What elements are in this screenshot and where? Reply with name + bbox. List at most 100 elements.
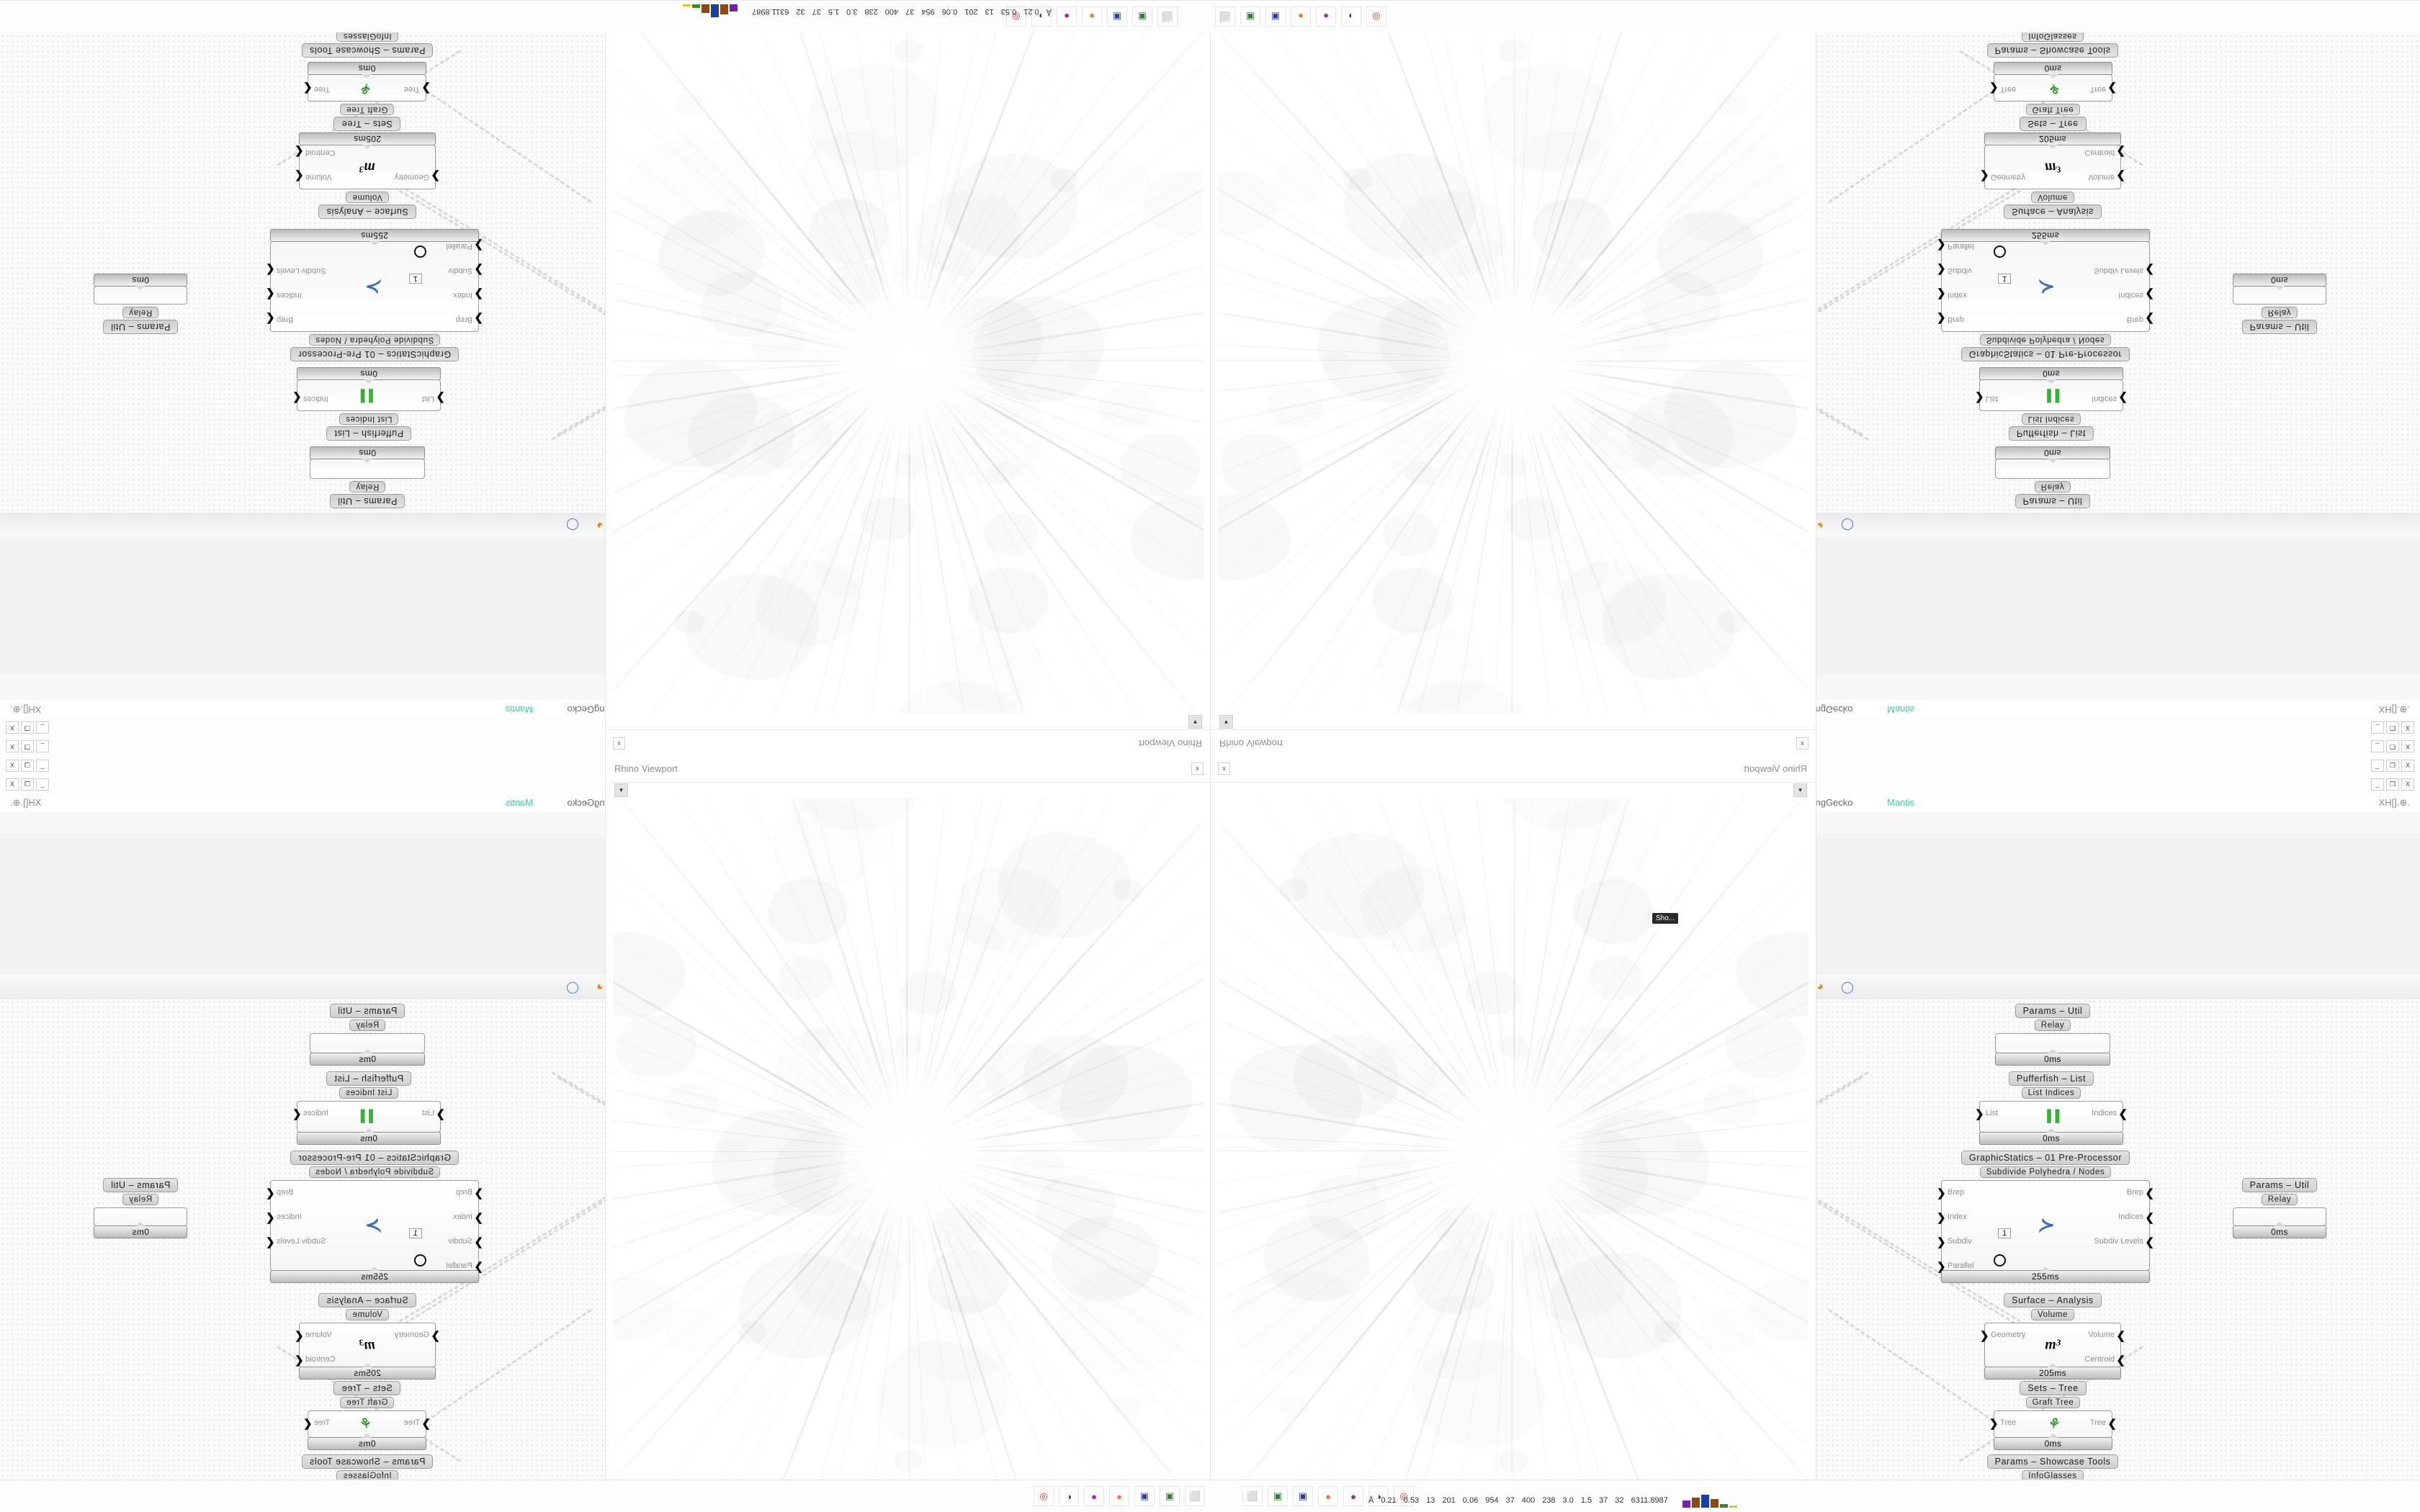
node-input-geometry[interactable]: Geometry (1991, 173, 2026, 181)
node-parallel-toggle[interactable] (1994, 246, 2006, 258)
node-output-indices[interactable]: Indices (277, 291, 302, 300)
node-body[interactable]: Geometry ❯ Volume ❮ Centroid ❮ m³ (1980, 145, 2125, 189)
node-body[interactable]: Tree ❯ Tree ❮ ⚘ (1989, 1410, 2117, 1438)
window-controls-background[interactable]: _ ❐ X (6, 740, 49, 752)
maximize-button-2[interactable]: ❐ (2386, 778, 2399, 791)
node-input-index[interactable]: Index (453, 291, 472, 300)
input-connector-icon[interactable]: ❯ (421, 1418, 431, 1430)
output-connector-icon[interactable]: ❮ (266, 312, 275, 325)
input-connector-icon[interactable]: ❯ (474, 264, 483, 276)
node-input-tree[interactable]: Tree (403, 85, 420, 94)
node-input-list[interactable]: List (421, 1109, 434, 1117)
canvas-tool-bake-orange[interactable]: ◕ (1811, 978, 1829, 996)
window-controls[interactable]: _ ❐ X (2371, 721, 2414, 734)
taskbar-icon-floppy-green[interactable]: ▣ (1268, 1486, 1288, 1506)
input-connector-icon[interactable]: ❯ (1937, 264, 1946, 276)
node-output-brep[interactable]: Brep (277, 1188, 294, 1197)
node-input-parallel[interactable]: Parallel (446, 1261, 472, 1270)
output-connector-icon[interactable]: ❮ (292, 392, 302, 404)
close-button-2[interactable]: X (2401, 778, 2414, 791)
window-controls[interactable]: _ ❐ X (2371, 778, 2414, 791)
window-controls-background[interactable]: _ ❐ X (2371, 740, 2414, 752)
maximize-button-2[interactable]: ❐ (21, 721, 34, 734)
output-connector-icon[interactable]: ❮ (266, 1187, 275, 1200)
node-input-list[interactable]: List (421, 395, 434, 403)
node-output-tree[interactable]: Tree (314, 1418, 331, 1427)
output-connector-icon[interactable]: ❮ (2145, 264, 2154, 276)
node-output-indices[interactable]: Indices (303, 1109, 328, 1117)
maximize-button[interactable]: ❐ (21, 740, 34, 752)
node-body[interactable]: Geometry ❯ Volume ❮ Centroid ❮ m³ (295, 145, 440, 189)
output-connector-icon[interactable]: ❮ (266, 288, 275, 300)
input-connector-icon[interactable]: ❯ (474, 1187, 483, 1200)
node-input-brep[interactable]: Brep (455, 1188, 472, 1197)
output-connector-icon[interactable]: ❮ (2118, 392, 2128, 404)
node-subdiv-value[interactable]: 1 (408, 1228, 422, 1238)
canvas-tool-bake-blue[interactable]: ◯ (1838, 516, 1857, 534)
node-input-subdiv[interactable]: Subdiv (1948, 1237, 1972, 1246)
node-output-subdiv-levels[interactable]: Subdiv Levels (2094, 1237, 2144, 1246)
viewport-close-icon[interactable]: x (613, 737, 625, 750)
close-button[interactable]: X (2401, 760, 2414, 772)
taskbar-icon-monitor-cast[interactable]: ⬜ (1242, 1486, 1263, 1506)
output-connector-icon[interactable]: ❮ (295, 170, 304, 182)
input-connector-icon[interactable]: ❯ (1937, 312, 1946, 325)
node-output-volume[interactable]: Volume (2088, 1331, 2115, 1339)
node-output-brep[interactable]: Brep (277, 315, 294, 324)
taskbar-icon-target-red[interactable]: ◎ (1034, 1486, 1054, 1506)
input-connector-icon[interactable]: ❯ (431, 1330, 440, 1342)
output-connector-icon[interactable]: ❮ (295, 1330, 304, 1342)
input-connector-icon[interactable]: ❯ (1975, 392, 1984, 404)
node-input-geometry[interactable]: Geometry (394, 1331, 429, 1339)
node-output-volume[interactable]: Volume (305, 173, 332, 181)
input-connector-icon[interactable]: ❯ (431, 170, 440, 182)
node-body[interactable]: Brep ❯ Index ❯ Subdiv ❯ Parallel ❯ Brep ❮ Indices ❮… (1937, 1180, 2154, 1273)
output-connector-icon[interactable]: ❮ (266, 1212, 275, 1224)
node-output-indices[interactable]: Indices (2118, 291, 2143, 300)
node-body[interactable]: Brep ❯ Index ❯ Subdiv ❯ Parallel ❯ Brep ❮ Indices ❮… (1937, 239, 2154, 332)
node-output-tree[interactable]: Tree (2089, 85, 2106, 94)
node-output-subdiv-levels[interactable]: Subdiv Levels (277, 1237, 326, 1246)
input-connector-icon[interactable]: ❯ (474, 1236, 483, 1248)
viewport-canvas-4[interactable] (1218, 798, 1809, 1505)
output-connector-icon[interactable]: ❮ (2116, 1354, 2125, 1367)
output-connector-icon[interactable]: ❮ (2116, 170, 2125, 182)
output-connector-icon[interactable]: ❮ (2145, 1236, 2154, 1248)
maximize-button-2[interactable]: ❐ (21, 778, 34, 791)
input-connector-icon[interactable]: ❯ (1937, 1236, 1946, 1248)
node-body[interactable]: List ❯ Indices ❮ ▐▐ (1975, 379, 2128, 411)
taskbar-icon-badger[interactable]: ◑ (1059, 1486, 1079, 1506)
menu-item-mantis[interactable]: Mantis (505, 797, 533, 808)
node-output-indices[interactable]: Indices (2092, 1109, 2117, 1117)
output-connector-icon[interactable]: ❮ (303, 1418, 313, 1430)
node-input-parallel[interactable]: Parallel (1948, 242, 1974, 251)
window-controls-background[interactable]: _ ❐ X (2371, 760, 2414, 772)
taskbar-icon-floppy-blue[interactable]: ▣ (1293, 1486, 1313, 1506)
window-controls[interactable]: _ ❐ X (6, 778, 49, 791)
node-input-parallel[interactable]: Parallel (446, 242, 472, 251)
output-connector-icon[interactable]: ❮ (292, 1108, 302, 1120)
taskbar-icon-badger[interactable]: ◑ (1368, 1486, 1389, 1506)
minimize-button[interactable]: _ (2371, 740, 2384, 752)
node-input-geometry[interactable]: Geometry (394, 173, 429, 181)
maximize-button-2[interactable]: ❐ (2386, 721, 2399, 734)
output-connector-icon[interactable]: ❮ (2116, 1330, 2125, 1342)
viewport-canvas-2[interactable] (1218, 7, 1809, 714)
input-connector-icon[interactable]: ❯ (474, 1212, 483, 1224)
input-connector-icon[interactable]: ❯ (421, 82, 431, 94)
viewport-canvas[interactable] (613, 7, 1204, 714)
maximize-button[interactable]: ❐ (2386, 740, 2399, 752)
node-input-tree[interactable]: Tree (2000, 1418, 2017, 1427)
node-input-brep[interactable]: Brep (455, 315, 472, 324)
viewport-close-icon-2[interactable]: x (1796, 737, 1809, 750)
tray-right[interactable]: ⬜ ▣ ▣ ● ● ◑ ◎ (1242, 1486, 1414, 1506)
output-connector-icon[interactable]: ❮ (266, 264, 275, 276)
node-input-subdiv[interactable]: Subdiv (1948, 266, 1972, 275)
node-input-geometry[interactable]: Geometry (1991, 1331, 2026, 1339)
output-connector-icon[interactable]: ❮ (2118, 1108, 2128, 1120)
close-button[interactable]: X (6, 760, 19, 772)
maximize-button[interactable]: ❐ (2386, 760, 2399, 772)
node-parallel-toggle[interactable] (414, 1254, 426, 1266)
window-controls-background[interactable]: _ ❐ X (6, 760, 49, 772)
canvas-tool-bake-blue[interactable]: ◯ (1838, 978, 1857, 996)
